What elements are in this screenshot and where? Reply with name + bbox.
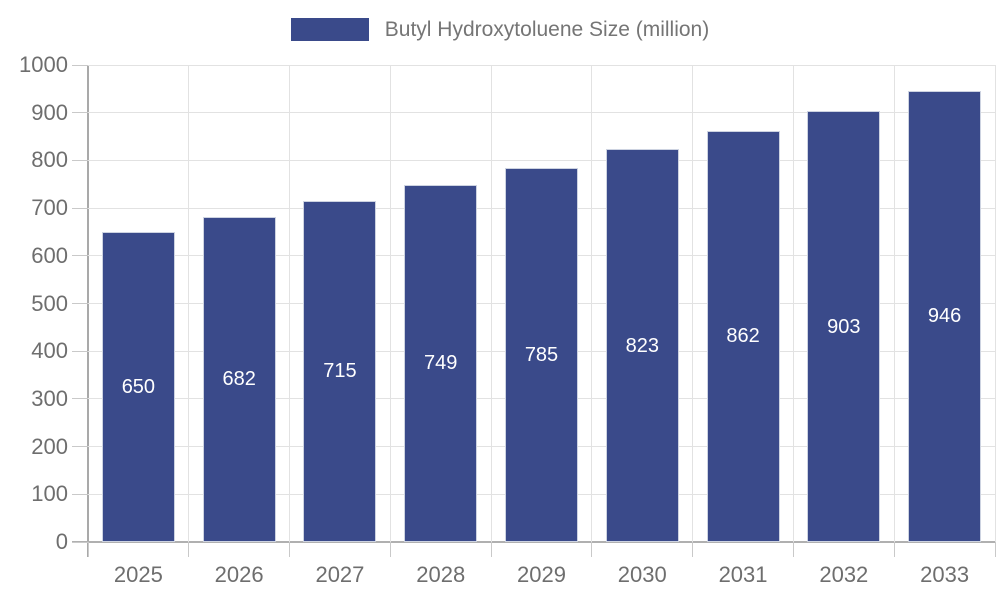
bar-value-label: 785 (524, 343, 559, 366)
x-tick-label: 2030 (617, 562, 667, 587)
y-gridline (88, 159, 995, 161)
x-tick-mark (87, 542, 89, 557)
x-gridline (490, 65, 492, 542)
x-tick-label: 2025 (113, 562, 163, 587)
y-tick-mark (72, 446, 88, 448)
bar-value-label: 715 (323, 360, 357, 383)
y-tick-mark (72, 398, 88, 400)
bar (404, 184, 478, 542)
bar-value-label: 650 (121, 375, 156, 398)
bar (505, 167, 578, 542)
x-tick-mark (188, 542, 190, 557)
x-tick-label: 2027 (315, 562, 365, 587)
y-tick-label: 400 (31, 338, 68, 364)
x-tick-mark (289, 542, 291, 557)
y-tick-label: 0 (55, 529, 68, 554)
y-gridline (88, 112, 995, 114)
x-gridline (389, 65, 391, 542)
bar (303, 200, 377, 542)
y-axis-line (87, 65, 89, 557)
x-tick-mark (591, 542, 593, 557)
bar (202, 216, 276, 542)
y-tick-mark (72, 64, 88, 66)
legend-label: Butyl Hydroxytoluene Size (million) (384, 18, 710, 41)
y-tick-label: 600 (31, 242, 68, 268)
x-tick-mark (994, 542, 996, 557)
x-gridline (792, 65, 794, 542)
bar (605, 149, 679, 542)
y-tick-mark (72, 112, 88, 114)
y-tick-label: 900 (31, 99, 68, 125)
bar-value-label: 749 (424, 352, 458, 375)
y-tick-mark (72, 541, 88, 543)
y-tick-mark (72, 207, 88, 209)
x-tick-label: 2033 (920, 562, 970, 587)
y-tick-label: 100 (31, 481, 68, 507)
bar-value-label: 682 (222, 368, 256, 391)
y-tick-label: 300 (31, 385, 68, 411)
bar-value-label: 862 (726, 325, 760, 348)
x-tick-label: 2029 (517, 562, 566, 587)
x-gridline (289, 65, 291, 542)
y-tick-mark (72, 303, 88, 304)
bar (101, 231, 175, 542)
y-tick-mark (72, 493, 88, 495)
y-tick-mark (72, 159, 88, 161)
bar-value-label: 903 (827, 315, 861, 338)
x-tick-label: 2028 (416, 562, 466, 587)
x-gridline (994, 65, 996, 542)
x-tick-mark (893, 542, 895, 557)
x-tick-mark (692, 542, 694, 557)
plot-area: 650 682 715 749 785 823 862 903 946 (88, 64, 996, 542)
x-gridline (591, 65, 593, 542)
y-tick-label: 800 (31, 147, 68, 173)
y-tick-label: 1000 (19, 52, 68, 77)
bar-value-label: 946 (927, 305, 962, 328)
chart-legend: Butyl Hydroxytoluene Size (million) (0, 18, 1000, 41)
y-gridline (88, 64, 995, 66)
x-gridline (692, 65, 694, 542)
bar-value-label: 823 (625, 334, 659, 357)
x-tick-mark (792, 542, 794, 557)
legend-swatch-icon (290, 18, 369, 41)
y-tick-mark (72, 350, 88, 352)
x-tick-mark (389, 542, 391, 557)
bar (807, 111, 881, 542)
bar (908, 90, 982, 542)
y-tick-label: 500 (31, 290, 68, 316)
x-tick-label: 2031 (718, 562, 768, 587)
x-tick-label: 2026 (214, 562, 264, 587)
x-tick-label: 2032 (819, 562, 869, 587)
y-tick-label: 700 (31, 195, 68, 221)
y-tick-mark (72, 255, 88, 257)
x-gridline (188, 65, 190, 542)
y-tick-label: 200 (31, 433, 68, 459)
x-axis-line (72, 541, 995, 543)
x-gridline (893, 65, 895, 542)
x-tick-mark (490, 542, 492, 557)
bar (706, 130, 780, 542)
